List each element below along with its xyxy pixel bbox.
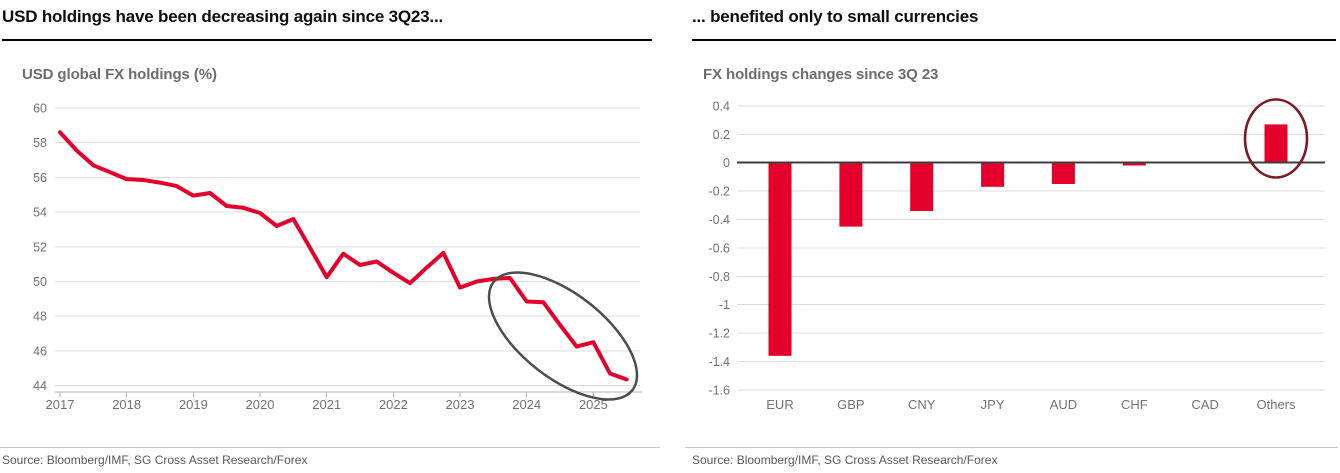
y-axis-tick-label: 48	[33, 310, 47, 324]
bar-jpy	[981, 162, 1005, 187]
y-axis-tick-label: -1.6	[708, 383, 730, 397]
x-axis-category-label: JPY	[981, 397, 1005, 412]
x-axis-category-label: AUD	[1050, 397, 1077, 412]
left-chart-title: USD global FX holdings (%)	[22, 66, 217, 83]
y-axis-tick-label: 44	[33, 379, 47, 393]
bar-eur	[768, 162, 792, 356]
y-axis-tick-label: 50	[33, 275, 47, 289]
fx-holdings-change-bar-chart: 0.4 0.2 0 -0.2 -0.4 -0.6 -0.8 -1 -1.2 -1.4 -1.6 EUR…	[708, 98, 1325, 412]
right-footer-divider	[685, 447, 1338, 448]
decline-highlight-ellipse	[487, 271, 639, 401]
left-source-text: Source: Bloomberg/IMF, SG Cross Asset Re…	[2, 453, 308, 467]
bar-chf	[1122, 162, 1146, 166]
y-axis-tick-label: 60	[33, 102, 47, 116]
y-axis-tick-label: -1.2	[708, 327, 730, 341]
x-axis-tick-label: 2021	[312, 397, 341, 412]
y-axis-tick-label: -0.2	[708, 185, 730, 199]
y-axis-tick-label: 0.4	[713, 99, 730, 113]
x-axis-tick-label: 2020	[246, 397, 275, 412]
y-axis-tick-label: 58	[33, 136, 47, 150]
x-axis-tick-label: 2023	[446, 397, 475, 412]
y-axis-tick-label: 46	[33, 344, 47, 358]
x-axis-category-label: GBP	[837, 397, 864, 412]
right-source-text: Source: Bloomberg/IMF, SG Cross Asset Re…	[692, 453, 998, 467]
y-axis-tick-label: -0.6	[708, 241, 730, 255]
x-axis-category-label: EUR	[766, 397, 793, 412]
y-axis-tick-label: -0.4	[708, 213, 730, 227]
left-footer-divider	[0, 447, 660, 448]
bar-others	[1264, 124, 1288, 163]
y-axis-tick-label: 0.2	[713, 128, 730, 142]
bar-gbp	[839, 162, 863, 227]
right-chart-title: FX holdings changes since 3Q 23	[703, 66, 939, 83]
y-axis-tick-label: 0	[723, 156, 730, 170]
x-axis-category-label: CNY	[908, 397, 936, 412]
x-axis-category-label: CAD	[1191, 397, 1218, 412]
x-axis-category-label: CHF	[1121, 397, 1148, 412]
usd-holdings-line-chart: 60 58 56 54 52 50 48 46 44 2017 2018 2019 2020 2021 20…	[33, 102, 642, 412]
y-axis-tick-label: 56	[33, 171, 47, 185]
usd-holdings-data-line	[58, 130, 629, 382]
y-axis-tick-label: -1.4	[708, 355, 730, 369]
y-axis-tick-label: -0.8	[708, 270, 730, 284]
bar-cny	[910, 162, 934, 211]
bar-aud	[1051, 162, 1075, 184]
x-axis-tick-label: 2019	[179, 397, 208, 412]
x-axis-tick-label: 2018	[112, 397, 141, 412]
y-axis-tick-label: 52	[33, 240, 47, 254]
right-panel-header: ... benefited only to small currencies	[692, 0, 1336, 41]
x-axis-tick-label: 2017	[46, 397, 75, 412]
others-highlight-ellipse	[1243, 98, 1309, 179]
x-axis-tick-label: 2025	[579, 397, 608, 412]
x-axis-category-label: Others	[1257, 397, 1297, 412]
y-axis-tick-label: 54	[33, 206, 47, 220]
y-axis-tick-label: -1	[719, 298, 730, 312]
x-axis-tick-label: 2022	[379, 397, 408, 412]
x-axis-tick-label: 2024	[512, 397, 541, 412]
left-panel-header: USD holdings have been decreasing again …	[2, 0, 652, 41]
